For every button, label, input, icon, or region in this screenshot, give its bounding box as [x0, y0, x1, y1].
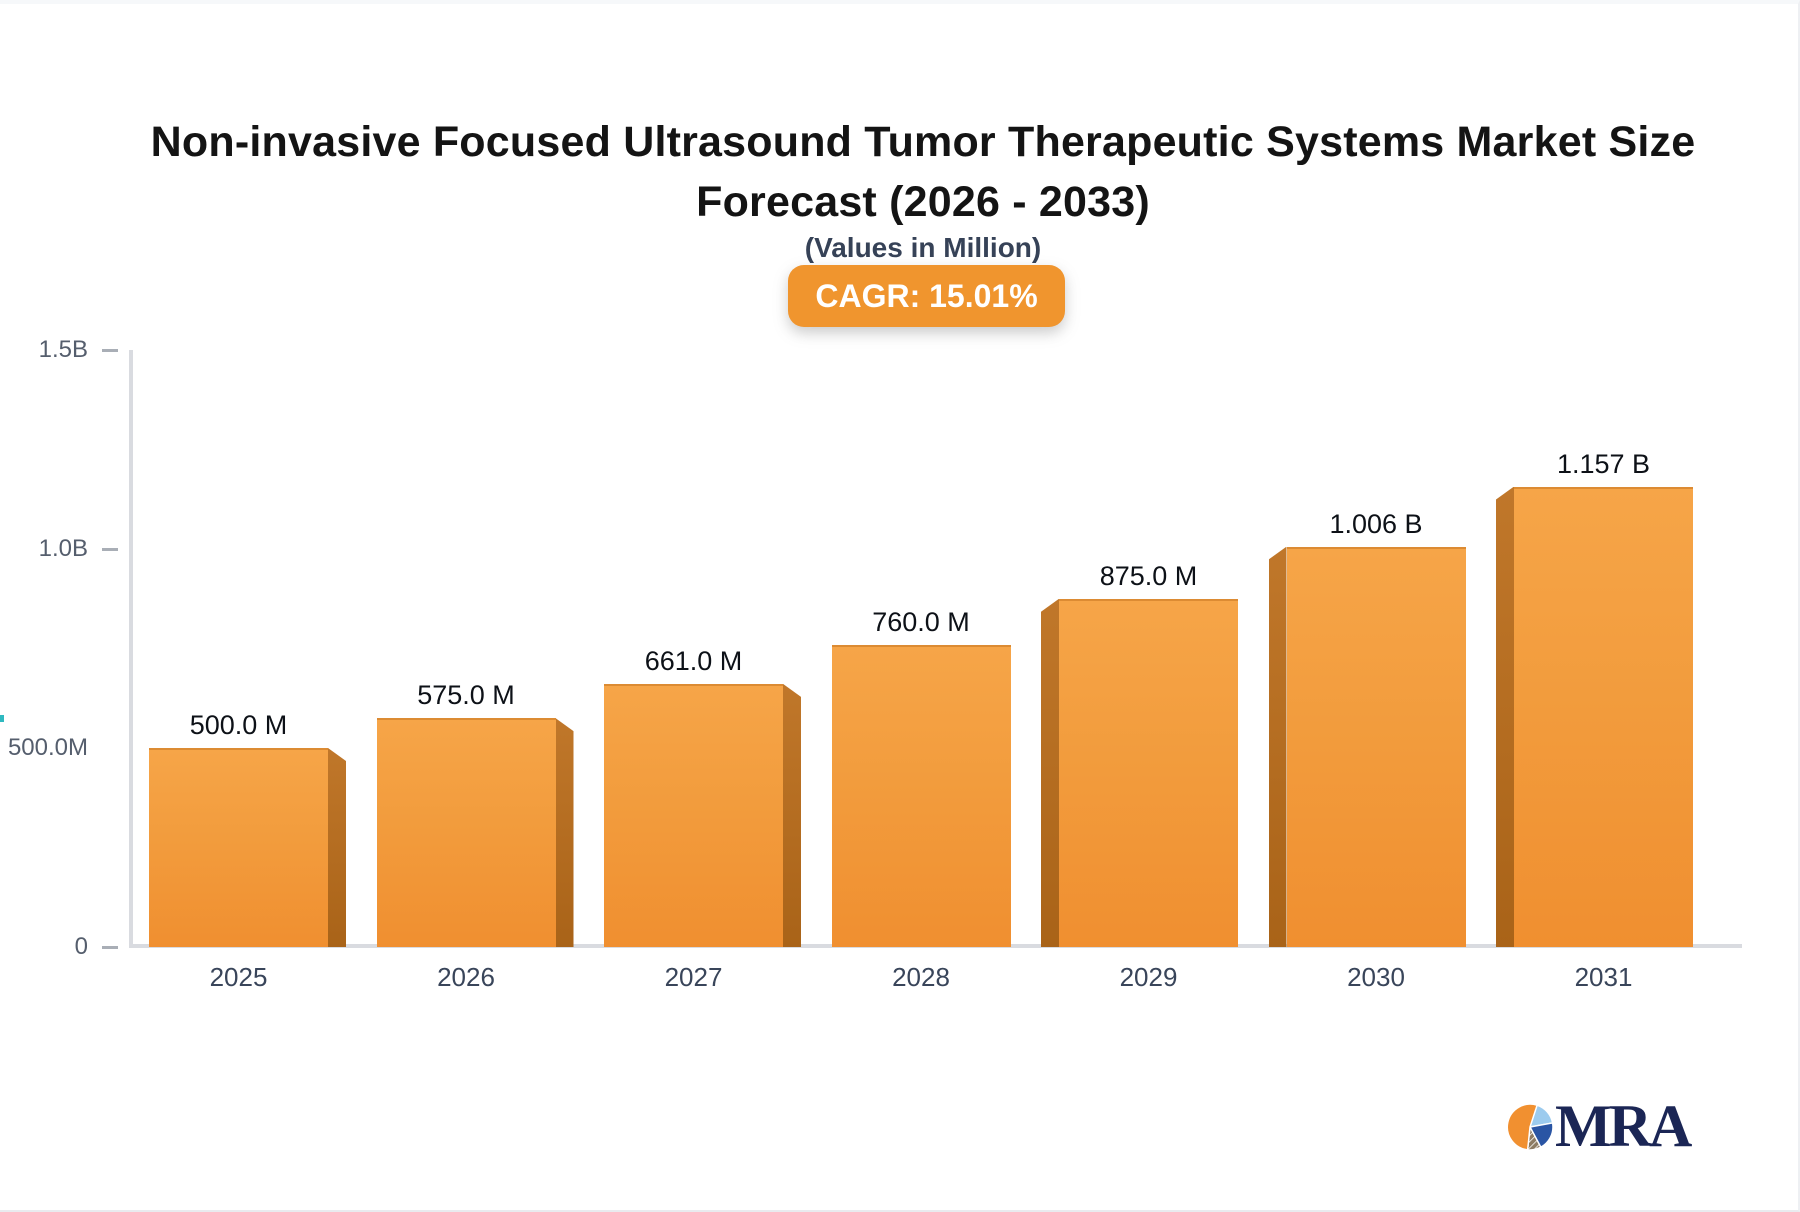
y-axis-tick-label: 0 — [74, 933, 88, 960]
x-axis-category-label: 2029 — [1119, 962, 1178, 992]
bar-value-label: 661.0 M — [644, 645, 743, 676]
x-axis-category-label: 2028 — [892, 962, 950, 992]
bar-3d-side — [1496, 486, 1514, 947]
x-axis-category-label: 2025 — [209, 962, 268, 992]
bar-3d-side — [1268, 546, 1287, 947]
brand-logo: MRA — [1506, 1093, 1692, 1159]
bar — [1059, 598, 1238, 947]
bar-3d-side — [1041, 598, 1059, 947]
x-axis-category-label: 2027 — [664, 962, 723, 992]
pie-chart-logo-icon — [1506, 1103, 1554, 1151]
chart-subtitle: (Values in Million) — [804, 232, 1042, 263]
y-axis-tick-dash — [102, 945, 118, 949]
y-axis-tick-dash — [102, 547, 118, 551]
bar-3d-side — [783, 683, 801, 947]
stray-teal-tick-artifact — [0, 715, 4, 722]
y-axis-line — [129, 350, 133, 947]
y-axis-tick-dash — [102, 348, 118, 352]
brand-logo-text: MRA — [1555, 1093, 1692, 1159]
bar — [376, 718, 556, 947]
cagr-badge: CAGR: 15.01% — [788, 265, 1065, 327]
bar — [1514, 486, 1693, 947]
y-axis-tick-label: 1.5B — [38, 336, 88, 363]
bar-3d-side — [555, 718, 574, 947]
bar-value-label: 500.0 M — [189, 710, 288, 740]
bar-value-label: 760.0 M — [872, 606, 970, 637]
chart-title-line1: Non-invasive Focused Ultrasound Tumor Th… — [150, 118, 1696, 166]
bar — [604, 683, 783, 947]
bar-value-label: 875.0 M — [1099, 560, 1198, 591]
chart-title: Non-invasive Focused Ultrasound Tumor Th… — [48, 112, 1798, 232]
bar-value-label: 575.0 M — [417, 680, 515, 711]
bar — [149, 748, 328, 947]
chart-title-line2: Forecast (2026 - 2033) — [696, 178, 1150, 226]
bar-value-label: 1.157 B — [1556, 448, 1651, 479]
bar-value-label: 1.006 B — [1329, 508, 1423, 539]
x-axis-category-label: 2026 — [437, 962, 495, 992]
x-axis-category-label: 2031 — [1574, 962, 1633, 992]
y-axis-tick-label: 500.0M — [7, 734, 88, 761]
y-axis-tick-label: 1.0B — [38, 535, 88, 562]
bar-3d-side — [328, 748, 346, 947]
x-axis-category-label: 2030 — [1347, 962, 1405, 992]
bar — [1286, 546, 1466, 947]
bar — [831, 644, 1011, 947]
